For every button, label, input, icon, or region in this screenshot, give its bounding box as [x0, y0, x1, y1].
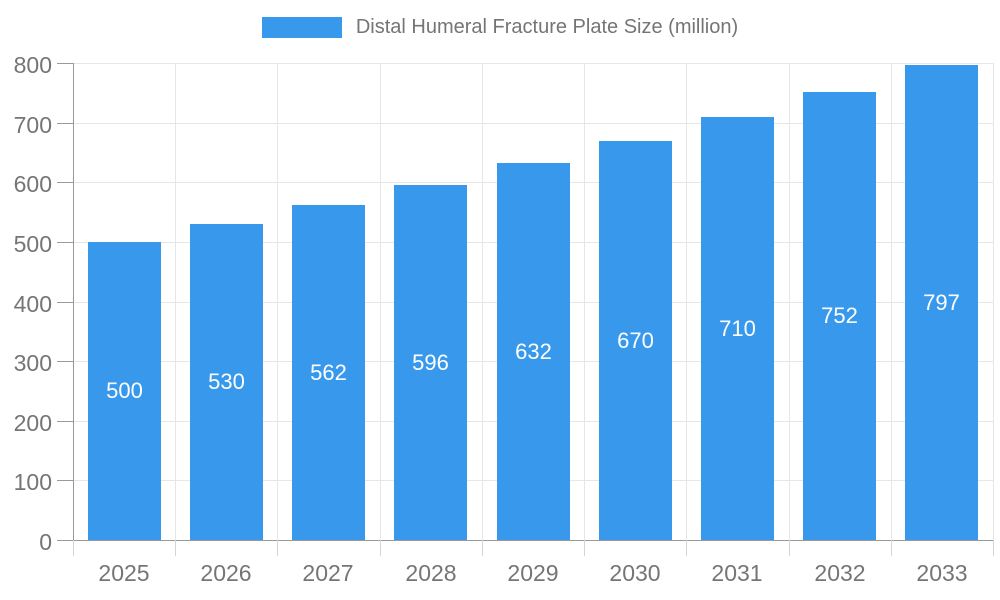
x-axis-tick — [380, 540, 381, 556]
y-axis-tick — [57, 421, 73, 422]
bar-2026: 530 — [190, 224, 263, 540]
gridline-h — [73, 123, 993, 124]
x-axis-tick — [993, 540, 994, 556]
gridline-v — [891, 63, 892, 540]
y-axis-label: 800 — [13, 52, 52, 78]
y-axis-tick — [57, 123, 73, 124]
y-axis-tick — [57, 540, 73, 541]
gridline-v — [789, 63, 790, 540]
x-axis-tick — [891, 540, 892, 556]
bar-2028: 596 — [394, 185, 467, 540]
y-axis-tick — [57, 182, 73, 183]
x-axis-label: 2033 — [916, 560, 968, 586]
y-axis-label: 0 — [39, 529, 52, 555]
gridline-v — [482, 63, 483, 540]
y-axis-line — [73, 63, 74, 540]
gridline-v — [993, 63, 994, 540]
bar-value-label: 562 — [310, 359, 347, 385]
y-axis-label: 100 — [13, 469, 52, 495]
x-axis-tick — [277, 540, 278, 556]
x-axis-tick — [686, 540, 687, 556]
y-axis-label: 400 — [13, 291, 52, 317]
y-axis-label: 300 — [13, 350, 52, 376]
x-axis-label: 2027 — [302, 560, 354, 586]
x-axis-label: 2025 — [98, 560, 150, 586]
x-axis-tick — [175, 540, 176, 556]
bar-value-label: 670 — [617, 327, 654, 353]
gridline-v — [175, 63, 176, 540]
x-axis-tick — [789, 540, 790, 556]
gridline-h — [73, 63, 993, 64]
gridline-v — [380, 63, 381, 540]
legend-swatch-icon — [261, 17, 342, 38]
bar-2033: 797 — [905, 65, 978, 540]
x-axis-label: 2031 — [711, 560, 763, 586]
bar-2029: 632 — [497, 163, 570, 540]
y-axis-label: 200 — [13, 410, 52, 436]
y-axis-label: 500 — [13, 231, 52, 257]
bar-2032: 752 — [803, 92, 876, 540]
legend-label: Distal Humeral Fracture Plate Size (mill… — [355, 16, 739, 38]
bar-value-label: 710 — [719, 315, 756, 341]
x-axis-label: 2030 — [609, 560, 661, 586]
bar-value-label: 530 — [208, 369, 245, 394]
bar-value-label: 500 — [106, 378, 143, 403]
gridline-v — [584, 63, 585, 540]
x-axis-tick — [584, 540, 585, 556]
bar-2025: 500 — [88, 242, 161, 540]
gridline-v — [686, 63, 687, 540]
x-axis-label: 2029 — [507, 560, 559, 586]
bar-2031: 710 — [701, 117, 774, 540]
x-axis-label: 2032 — [814, 560, 866, 586]
y-axis-label: 600 — [13, 171, 52, 197]
bar-2027: 562 — [292, 205, 365, 540]
bar-value-label: 797 — [923, 289, 960, 315]
gridline-v — [277, 63, 278, 540]
x-axis-label: 2028 — [405, 560, 457, 586]
y-axis-tick — [57, 242, 73, 243]
y-axis-tick — [57, 361, 73, 362]
bar-value-label: 632 — [515, 338, 552, 364]
bar-2030: 670 — [599, 141, 672, 540]
x-axis-line — [73, 540, 993, 541]
bar-value-label: 596 — [412, 349, 449, 375]
chart-legend: Distal Humeral Fracture Plate Size (mill… — [0, 16, 1000, 39]
x-axis-tick — [482, 540, 483, 556]
y-axis-tick — [57, 480, 73, 481]
x-axis-label: 2026 — [200, 560, 252, 586]
x-axis-tick — [73, 540, 74, 556]
y-axis-tick — [57, 302, 73, 303]
y-axis-tick — [57, 63, 73, 64]
bar-value-label: 752 — [821, 303, 858, 328]
legend-item[interactable]: Distal Humeral Fracture Plate Size (mill… — [261, 16, 739, 39]
y-axis-label: 700 — [13, 112, 52, 138]
